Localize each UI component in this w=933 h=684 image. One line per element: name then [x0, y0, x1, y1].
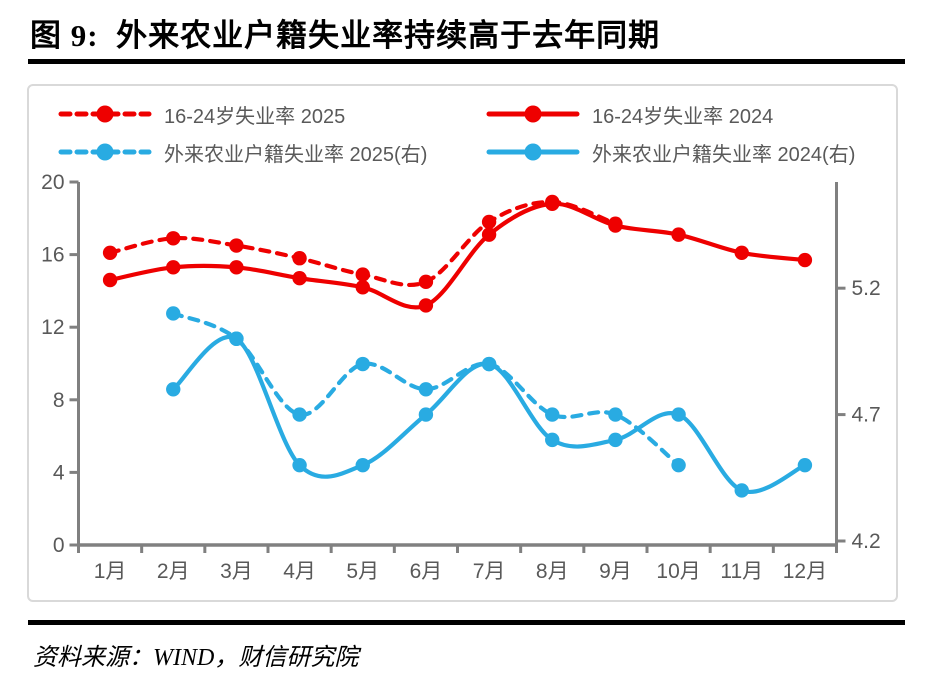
legend-label: 外来农业户籍失业率 2024(右) — [592, 143, 856, 166]
data-point — [608, 407, 623, 422]
data-point — [418, 382, 434, 397]
data-point — [166, 382, 181, 397]
left-axis-tick-label: 4 — [53, 461, 65, 484]
figure-title: 图 9: 外来农业户籍失业率持续高于去年同期 — [30, 18, 661, 53]
data-point — [166, 260, 181, 275]
data-point — [292, 457, 307, 473]
source-note: 资料来源：WIND，财信研究院 — [33, 645, 359, 671]
data-point — [418, 298, 434, 313]
legend-item-migrant-2025: 外来农业户籍失业率 2025(右) — [57, 138, 485, 166]
left-axis-tick-label: 20 — [41, 171, 64, 194]
x-axis-category-label: 12月 — [783, 560, 827, 583]
title-divider — [28, 59, 905, 64]
data-point — [734, 483, 749, 498]
data-point — [102, 245, 118, 260]
data-point — [102, 272, 118, 288]
data-point — [229, 238, 244, 253]
data-point — [418, 407, 434, 422]
data-point — [229, 260, 244, 275]
right-axis-tick-label: 4.7 — [852, 404, 881, 427]
data-point — [671, 227, 686, 242]
chart-legend: 16-24岁失业率 2025 16-24岁失业率 2024 外来农业户籍失业率 … — [57, 100, 855, 166]
data-point — [671, 457, 686, 473]
dashed-red-line-marker-icon — [58, 105, 152, 123]
data-point — [292, 251, 307, 266]
data-point — [355, 356, 370, 372]
data-point — [292, 407, 307, 422]
x-axis-category-label: 7月 — [473, 560, 506, 583]
data-point — [608, 432, 623, 448]
data-point — [166, 306, 181, 321]
x-axis-category-label: 3月 — [220, 560, 253, 583]
x-axis-category-label: 1月 — [94, 560, 127, 583]
x-axis-category-label: 5月 — [346, 560, 379, 583]
chart-container: 16-24岁失业率 2025 16-24岁失业率 2024 外来农业户籍失业率 … — [27, 84, 898, 602]
data-point — [355, 267, 370, 282]
data-point — [545, 194, 560, 210]
legend-label: 16-24岁失业率 2025 — [164, 105, 346, 128]
data-point — [355, 280, 370, 295]
data-point — [671, 407, 686, 422]
data-point — [481, 214, 497, 230]
right-axis-tick-label: 5.2 — [852, 277, 881, 300]
x-axis-category-label: 6月 — [410, 560, 443, 583]
data-point — [481, 356, 497, 372]
x-axis-category-label: 2月 — [157, 560, 190, 583]
data-point — [481, 227, 497, 242]
data-point — [292, 270, 307, 286]
legend-item-youth-2025: 16-24岁失业率 2025 — [57, 100, 485, 128]
data-point — [734, 245, 749, 260]
data-point — [166, 231, 181, 246]
right-axis-tick-label: 4.2 — [852, 530, 881, 553]
footer-divider — [28, 620, 905, 625]
data-point — [545, 432, 560, 448]
left-axis-tick-label: 12 — [41, 316, 64, 339]
left-axis-tick-label: 0 — [53, 534, 65, 557]
x-axis-category-label: 4月 — [283, 560, 316, 583]
x-axis-category-label: 11月 — [720, 560, 763, 583]
data-point — [797, 252, 813, 268]
legend-item-youth-2024: 16-24岁失业率 2024 — [485, 100, 855, 128]
data-point — [797, 457, 813, 473]
data-point — [418, 274, 434, 290]
data-point — [545, 407, 560, 422]
solid-red-line-marker-icon — [486, 105, 580, 123]
x-axis-category-label: 10月 — [656, 560, 700, 583]
solid-blue-line-marker-icon — [486, 143, 580, 161]
legend-label: 16-24岁失业率 2024 — [592, 105, 774, 128]
x-axis-category-label: 8月 — [536, 560, 569, 583]
dual-axis-line-chart: 0 4 8 12 16 20 4.2 4.7 5.2 1月 2月 3月 4月 5月 6月 7月 8月 9月 10月 1… — [41, 171, 881, 583]
legend-label: 外来农业户籍失业率 2025(右) — [164, 143, 428, 166]
legend-item-migrant-2024: 外来农业户籍失业率 2024(右) — [485, 138, 855, 166]
left-axis-tick-label: 8 — [53, 389, 65, 412]
left-axis-tick-label: 16 — [41, 244, 64, 267]
data-point — [608, 216, 623, 231]
data-point — [229, 331, 244, 346]
data-point — [355, 457, 370, 473]
x-axis-category-label: 9月 — [599, 560, 632, 583]
dashed-blue-line-marker-icon — [58, 143, 152, 161]
